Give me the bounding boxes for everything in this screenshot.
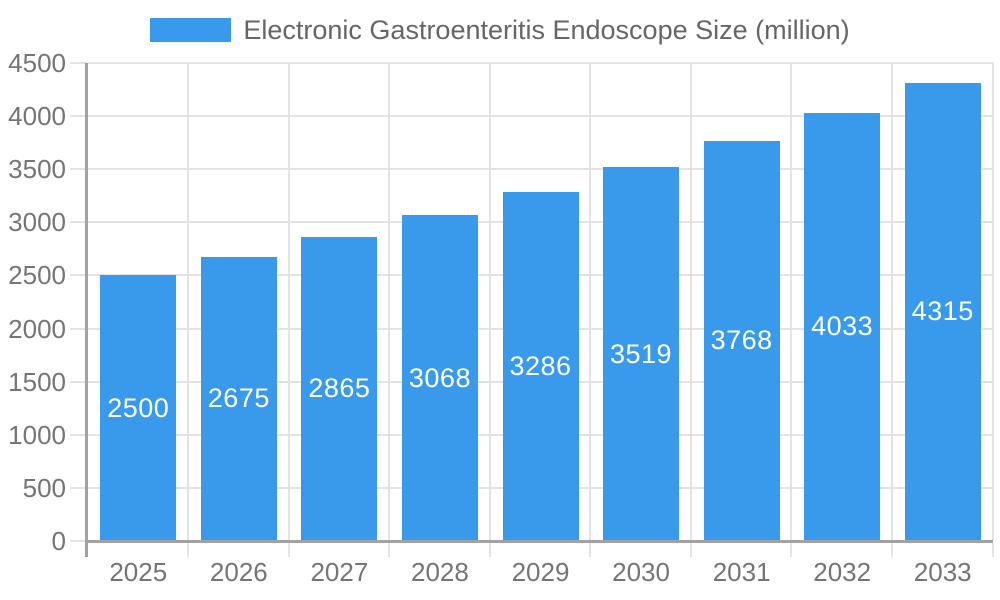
bar-2025: 2500	[100, 275, 177, 541]
x-tick-label: 2032	[813, 557, 872, 587]
x-tick-label: 2027	[310, 557, 369, 587]
bar-2033: 4315	[904, 82, 981, 541]
gridline-vertical	[890, 63, 893, 541]
y-axis-tick	[70, 327, 87, 330]
legend-swatch	[150, 18, 232, 42]
bar-value-label: 3768	[710, 325, 773, 356]
bar-value-label: 4315	[911, 296, 974, 327]
y-axis-line	[85, 63, 88, 557]
x-tick-label: 2029	[511, 557, 570, 587]
x-tick-label: 2026	[209, 557, 268, 587]
x-axis-tick	[890, 543, 893, 557]
y-tick-label: 1000	[8, 419, 66, 450]
x-axis-tick	[187, 543, 190, 557]
gridline-vertical	[991, 63, 994, 541]
y-axis-tick	[70, 221, 87, 224]
bar-2028: 3068	[401, 215, 478, 541]
y-axis-tick	[70, 62, 87, 64]
y-tick-label: 3000	[8, 207, 66, 238]
bar-value-label: 2865	[308, 373, 371, 404]
plot-area: 2500 2675 2865 3068 3286 3519 3768 4033 4315	[88, 62, 994, 541]
x-axis-tick	[488, 543, 491, 557]
gridline-vertical	[589, 63, 592, 541]
x-axis-tick	[689, 543, 692, 557]
gridline-vertical	[488, 63, 491, 541]
y-tick-label: 500	[22, 472, 66, 503]
y-tick-label: 4000	[8, 101, 66, 132]
y-tick-label: 0	[51, 526, 66, 556]
x-tick-label: 2030	[612, 557, 670, 587]
gridline-vertical	[388, 63, 391, 541]
y-axis-tick	[70, 115, 87, 118]
bar-2027: 2865	[301, 236, 378, 541]
bar-value-label: 3286	[509, 350, 572, 381]
x-tick-label: 2028	[411, 557, 469, 587]
y-axis-tick	[70, 168, 87, 171]
bar-2031: 3768	[703, 140, 780, 541]
bar-2026: 2675	[200, 256, 277, 541]
bar-2032: 4033	[804, 112, 881, 541]
x-axis-tick	[589, 543, 592, 557]
y-axis-tick	[70, 540, 87, 542]
y-tick-label: 2000	[8, 313, 66, 344]
bar-2029: 3286	[502, 191, 579, 541]
x-axis-tick	[991, 543, 994, 557]
bar-value-label: 3068	[408, 362, 471, 393]
gridline-horizontal	[88, 62, 993, 64]
y-tick-label: 1500	[8, 366, 66, 397]
y-axis-tick	[70, 274, 87, 277]
gridline-horizontal	[88, 168, 993, 171]
y-axis-tick	[70, 433, 87, 436]
y-tick-label: 4500	[8, 48, 66, 78]
x-tick-label: 2025	[109, 557, 168, 587]
bar-value-label: 2675	[207, 383, 270, 414]
y-tick-label: 3500	[8, 154, 66, 185]
bar-2030: 3519	[603, 167, 680, 541]
bar-value-label: 3519	[610, 338, 673, 369]
bar-value-label: 2500	[107, 392, 170, 423]
bar-value-label: 4033	[811, 311, 874, 342]
gridline-vertical	[187, 63, 190, 541]
y-axis-tick	[70, 486, 87, 489]
gridline-vertical	[689, 63, 692, 541]
gridline-horizontal	[88, 115, 993, 118]
gridline-vertical	[287, 63, 290, 541]
x-tick-label: 2033	[913, 557, 972, 587]
x-tick-label: 2031	[712, 557, 771, 587]
x-axis-line	[85, 540, 993, 543]
x-axis-tick	[388, 543, 391, 557]
gridline-vertical	[790, 63, 793, 541]
legend-label: Electronic Gastroenteritis Endoscope Siz…	[243, 15, 850, 45]
x-axis-tick	[790, 543, 793, 557]
y-tick-label: 2500	[8, 260, 66, 291]
x-axis-tick	[287, 543, 290, 557]
legend[interactable]: Electronic Gastroenteritis Endoscope Siz…	[0, 16, 1000, 44]
y-axis-tick	[70, 380, 87, 383]
